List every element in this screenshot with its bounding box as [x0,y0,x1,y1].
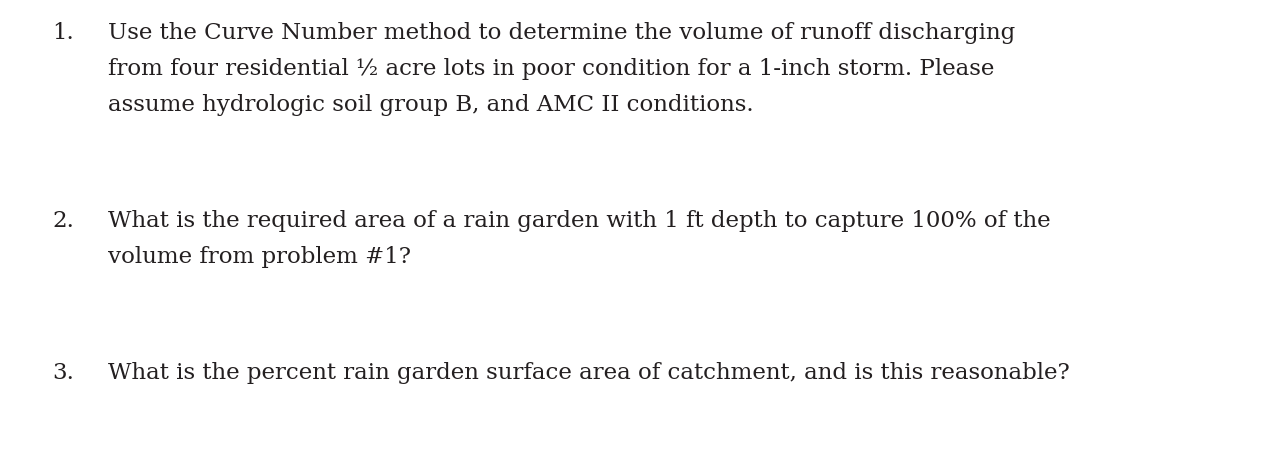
Text: What is the percent rain garden surface area of catchment, and is this reasonabl: What is the percent rain garden surface … [108,362,1070,384]
Text: 2.: 2. [52,210,74,232]
Text: assume hydrologic soil group B, and AMC II conditions.: assume hydrologic soil group B, and AMC … [108,94,754,116]
Text: volume from problem #1?: volume from problem #1? [108,246,411,268]
Text: Use the Curve Number method to determine the volume of runoff discharging: Use the Curve Number method to determine… [108,22,1015,44]
Text: 1.: 1. [52,22,74,44]
Text: What is the required area of a rain garden with 1 ft depth to capture 100% of th: What is the required area of a rain gard… [108,210,1051,232]
Text: from four residential ½ acre lots in poor condition for a 1-inch storm. Please: from four residential ½ acre lots in poo… [108,58,995,80]
Text: 3.: 3. [52,362,74,384]
